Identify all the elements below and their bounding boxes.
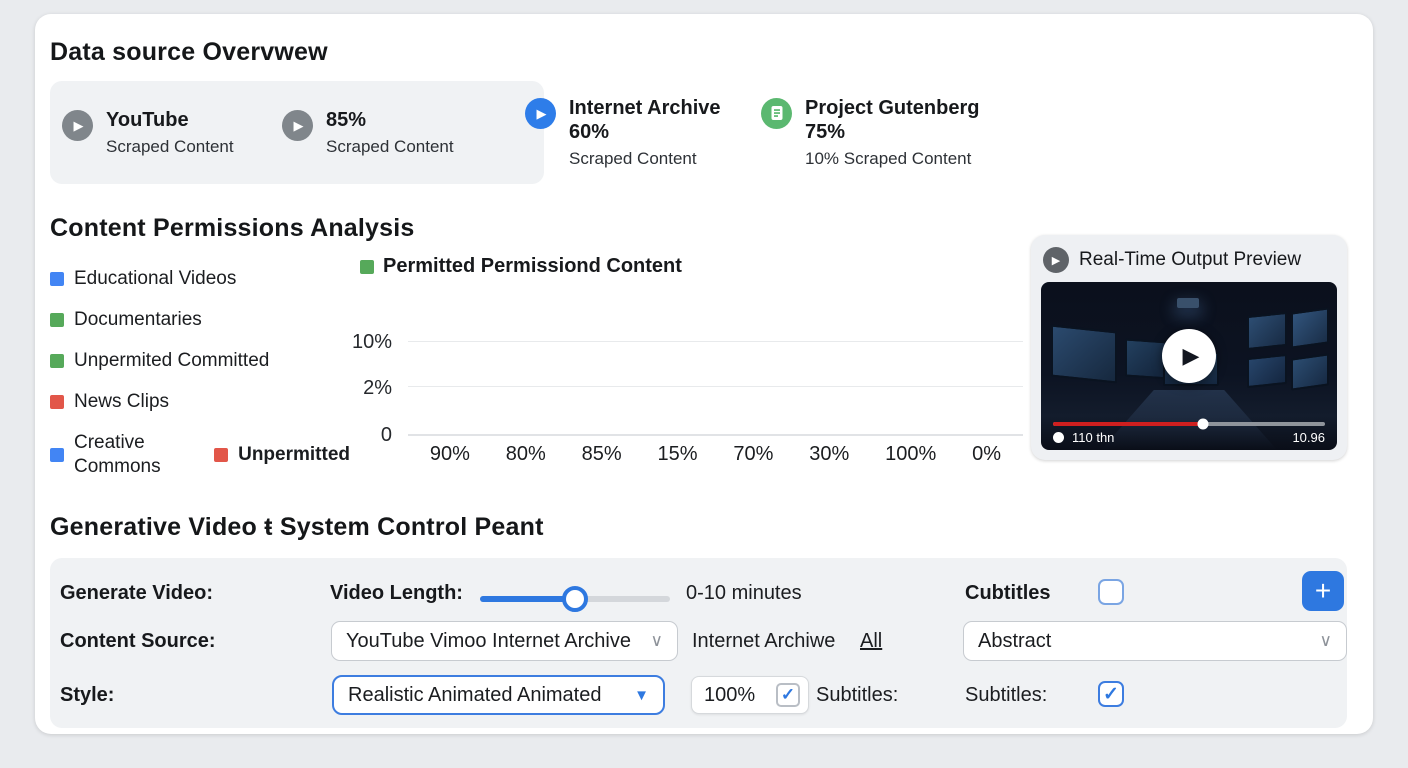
scene-screen	[1051, 324, 1117, 384]
y-axis: 10% 2% 0	[350, 288, 408, 446]
bar-plot	[408, 288, 1023, 434]
style-label: Style:	[60, 684, 115, 706]
chart-series-legend: Permitted Permissiond Content	[360, 255, 1023, 278]
chart-section: Educational Videos Documentaries Unpermi…	[50, 235, 1347, 479]
generate-video-label: Generate Video:	[60, 582, 214, 604]
play-button[interactable]: ▶	[1162, 328, 1216, 383]
y-tick: 0	[380, 424, 392, 446]
subtitles-checkbox[interactable]: ✓	[1098, 681, 1124, 707]
play-icon: ▶	[282, 109, 313, 141]
video-time: 110 thn	[1072, 430, 1115, 445]
control-panel: Generate Video: Video Length: 0-10 minut…	[50, 558, 1347, 728]
gridline	[408, 386, 1023, 388]
chart-legend: Educational Videos Documentaries Unpermi…	[50, 251, 350, 479]
percent-checkbox[interactable]: ✓	[776, 683, 800, 707]
legend-item: Educational Videos	[50, 267, 350, 291]
video-progress-bar[interactable]	[1053, 418, 1325, 430]
chevron-down-icon: ∨	[1319, 631, 1332, 650]
source-sub: Scraped Content	[326, 137, 454, 157]
content-source-select[interactable]: YouTube Vimoo Internet Archive ∨	[331, 621, 678, 661]
data-source-stats: ▶ YouTube Scraped Content ▶ 85% Scraped …	[50, 81, 1347, 184]
x-tick-label: 30%	[809, 443, 850, 465]
source-sub: Scraped Content	[569, 149, 697, 169]
play-icon: ▶	[1043, 247, 1069, 273]
page-title: Data source Overvwew	[50, 38, 328, 66]
progress-handle[interactable]	[1197, 418, 1209, 430]
x-tick-label: 15%	[657, 443, 698, 465]
plot-area	[408, 288, 1023, 436]
gridline	[408, 341, 1023, 343]
source-card-internet-archive: ▶ Internet Archive 60% Scraped Content	[525, 96, 761, 170]
output-preview-card: ▶ Real-Time Output Preview ▶	[1031, 235, 1347, 460]
subtitles-label-2: Subtitles:	[965, 684, 1048, 706]
subtitles-label-1: Subtitles:	[816, 684, 899, 706]
x-tick-label: 0%	[972, 443, 1002, 465]
y-tick: 2%	[363, 376, 392, 399]
source-card-youtube: ▶ YouTube Scraped Content	[50, 108, 282, 157]
internet-archiwe-text: Internet Archiwe	[692, 630, 836, 652]
percent-input[interactable]: 100% ✓	[691, 676, 809, 714]
document-icon	[761, 97, 792, 129]
scene-screen	[1247, 353, 1287, 389]
scene-screen	[1291, 307, 1329, 349]
play-icon: ▶	[525, 97, 556, 129]
source-sub: Scraped Content	[106, 137, 234, 157]
legend-swatch	[214, 448, 229, 462]
slider-thumb[interactable]	[562, 586, 588, 612]
source-sub: 10% Scraped Content	[805, 149, 972, 169]
x-tick-label: 85%	[581, 443, 622, 465]
slider-fill	[480, 596, 575, 602]
length-range-label: 0-10 minutes	[686, 582, 802, 604]
legend-item: Unpermitted	[214, 431, 350, 479]
x-tick-label: 90%	[429, 443, 470, 465]
source-name: YouTube	[106, 108, 189, 131]
video-rate: 10.96	[1292, 430, 1325, 445]
y-tick: 10%	[351, 330, 392, 353]
legend-swatch	[50, 448, 64, 462]
chart-section-title: Content Permissions Analysis	[50, 214, 415, 242]
video-length-label: Video Length:	[330, 582, 463, 604]
abstract-style-select[interactable]: Abstract ∨	[963, 621, 1347, 661]
progress-fill	[1053, 422, 1203, 426]
add-button[interactable]: +	[1302, 571, 1344, 611]
scene-screen	[1291, 353, 1329, 391]
legend-swatch	[50, 354, 64, 368]
source-card-85: ▶ 85% Scraped Content	[282, 108, 525, 157]
legend-item: Creative Commons	[50, 431, 200, 479]
legend-swatch	[360, 259, 374, 274]
x-tick-label: 80%	[505, 443, 546, 465]
content-source-label: Content Source:	[60, 630, 216, 652]
record-icon	[1053, 432, 1064, 443]
video-thumbnail[interactable]: ▶ 110 thn 10.96	[1041, 282, 1337, 450]
source-name: 85%	[326, 108, 367, 131]
legend-item: Unpermited Committed	[50, 349, 350, 373]
scene-light	[1177, 298, 1199, 308]
source-name: Project Gutenberg 75%	[805, 96, 980, 143]
cubtitles-checkbox[interactable]	[1098, 579, 1124, 605]
play-icon: ▶	[62, 109, 93, 141]
source-card-project-gutenberg: Project Gutenberg 75% 10% Scraped Content	[761, 96, 979, 170]
triangle-down-icon: ▼	[634, 686, 649, 704]
bar-chart: Permitted Permissiond Content 10% 2% 0 9…	[350, 251, 1023, 479]
video-length-slider[interactable]	[480, 586, 670, 612]
x-axis-labels: 90% 80% 85% 15% 70% 30% 100% 0%	[408, 443, 1023, 466]
x-tick-label: 70%	[733, 443, 774, 465]
dashboard-card: Data source Overvwew ▶ YouTube Scraped C…	[35, 14, 1373, 734]
all-link[interactable]: All	[860, 630, 883, 652]
scene-screen	[1247, 311, 1287, 351]
panel-title: Generative Video ŧ System Control Peant	[50, 513, 544, 541]
legend-swatch	[50, 272, 64, 286]
legend-swatch	[50, 313, 64, 327]
cubtitles-label: Cubtitles	[965, 582, 1051, 604]
x-tick-label: 100%	[885, 443, 937, 465]
preview-title: Real-Time Output Preview	[1079, 249, 1302, 270]
source-name: Internet Archive 60%	[569, 96, 721, 143]
legend-swatch	[50, 395, 64, 409]
legend-item: Documentaries	[50, 308, 350, 332]
style-select[interactable]: Realistic Animated Animated ▼	[332, 675, 665, 715]
legend-item: News Clips	[50, 390, 350, 414]
chevron-down-icon: ∨	[650, 631, 663, 650]
